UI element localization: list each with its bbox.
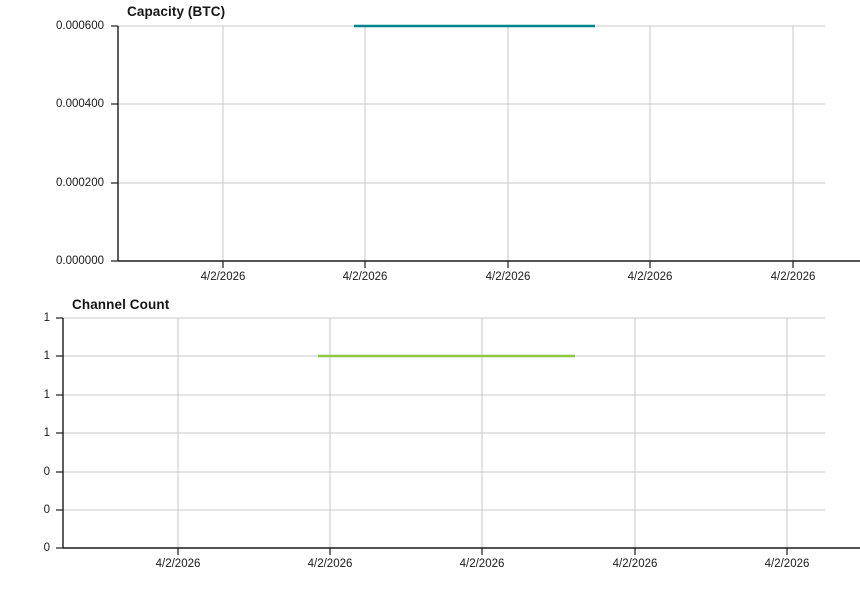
capacity-y-tick-label-1: 0.000400 <box>56 98 104 110</box>
channel-y-tick-marks <box>56 317 63 549</box>
capacity-y-tick-label-0: 0.000600 <box>56 20 104 32</box>
capacity-vertical-gridlines <box>222 26 794 261</box>
channel-count-chart-canvas <box>56 317 860 555</box>
capacity-y-tick-label-3: 0.000000 <box>56 255 104 267</box>
channel-x-tick-label-2: 4/2/2026 <box>459 558 505 570</box>
channel-y-tick-label-1: 1 <box>43 350 50 362</box>
capacity-x-tick-label-4: 4/2/2026 <box>770 271 816 283</box>
channel-x-tick-label-0: 4/2/2026 <box>155 558 201 570</box>
channel-x-tick-label-1: 4/2/2026 <box>307 558 353 570</box>
channel-y-tick-label-2: 1 <box>43 389 50 401</box>
capacity-chart-canvas <box>111 24 860 268</box>
channel-x-tick-label-3: 4/2/2026 <box>612 558 658 570</box>
capacity-chart-panel: Capacity (BTC) 0.000600 0.000400 0.00020… <box>0 0 860 290</box>
capacity-y-tick-marks <box>111 25 118 262</box>
channel-x-tick-label-4: 4/2/2026 <box>764 558 810 570</box>
channel-y-tick-label-5: 0 <box>43 504 50 516</box>
channel-count-chart-title: Channel Count <box>72 297 170 312</box>
channel-y-tick-label-4: 0 <box>43 466 50 478</box>
channel-count-chart-panel: Channel Count 1 1 1 1 0 0 0 4/2/2026 4/2… <box>0 290 860 600</box>
capacity-x-tick-marks <box>222 261 794 268</box>
capacity-y-tick-label-2: 0.000200 <box>56 177 104 189</box>
channel-y-tick-label-3: 1 <box>43 427 50 439</box>
capacity-plot-background <box>118 26 825 261</box>
capacity-x-tick-label-2: 4/2/2026 <box>485 271 531 283</box>
channel-x-tick-marks <box>177 548 788 555</box>
capacity-x-tick-label-1: 4/2/2026 <box>342 271 388 283</box>
capacity-x-tick-label-0: 4/2/2026 <box>200 271 246 283</box>
channel-y-tick-label-6: 0 <box>43 542 50 554</box>
channel-y-tick-label-0: 1 <box>43 312 50 324</box>
capacity-chart-title: Capacity (BTC) <box>127 4 226 19</box>
capacity-x-tick-label-3: 4/2/2026 <box>627 271 673 283</box>
